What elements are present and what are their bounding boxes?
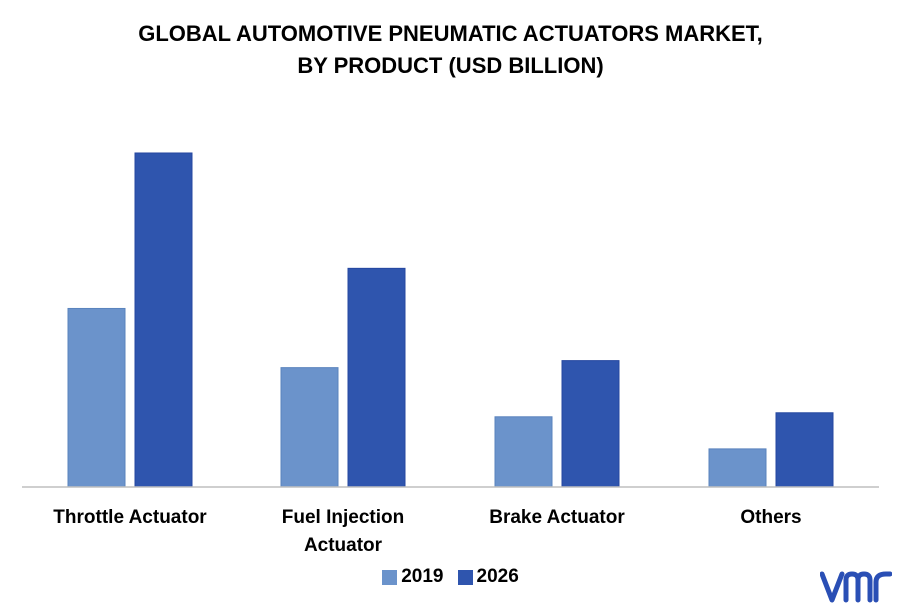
- x-tick-labels: Throttle Actuator Fuel Injection Actuator B…: [53, 507, 801, 556]
- bar-2019-others: [708, 448, 767, 488]
- x-tick-label-others: Others: [740, 507, 801, 528]
- legend-item-2019: 2019: [382, 566, 444, 588]
- chart-title-line-1: GLOBAL AUTOMOTIVE PNEUMATIC ACTUATORS MA…: [138, 21, 763, 46]
- vmr-logo: [820, 571, 892, 603]
- bar-2019-fuel-injection-actuator: [280, 367, 339, 488]
- chart-title-line-2: BY PRODUCT (USD BILLION): [297, 53, 604, 78]
- x-tick-label-brake-actuator: Brake Actuator: [489, 507, 625, 528]
- bar-2026-others: [775, 412, 834, 488]
- legend-label-2026: 2026: [476, 566, 519, 587]
- legend: 2019 2026: [0, 566, 901, 588]
- legend-swatch-2019: [382, 569, 398, 585]
- bars-group: [67, 152, 834, 488]
- bar-2026-throttle-actuator: [134, 152, 193, 488]
- legend-label-2019: 2019: [401, 566, 444, 587]
- x-tick-label-fuel-injection-actuator: Fuel Injection Actuator: [282, 507, 404, 556]
- x-tick-label-throttle-actuator: Throttle Actuator: [53, 507, 207, 528]
- chart-title: GLOBAL AUTOMOTIVE PNEUMATIC ACTUATORS MA…: [0, 18, 901, 82]
- legend-swatch-2026: [457, 569, 473, 585]
- bar-2019-throttle-actuator: [67, 307, 126, 488]
- bar-2019-brake-actuator: [494, 416, 553, 488]
- bar-2026-fuel-injection-actuator: [347, 267, 406, 488]
- bar-chart: Throttle Actuator Fuel Injection Actuator B…: [22, 152, 879, 556]
- legend-item-2026: 2026: [457, 566, 519, 588]
- bar-2026-brake-actuator: [561, 360, 620, 488]
